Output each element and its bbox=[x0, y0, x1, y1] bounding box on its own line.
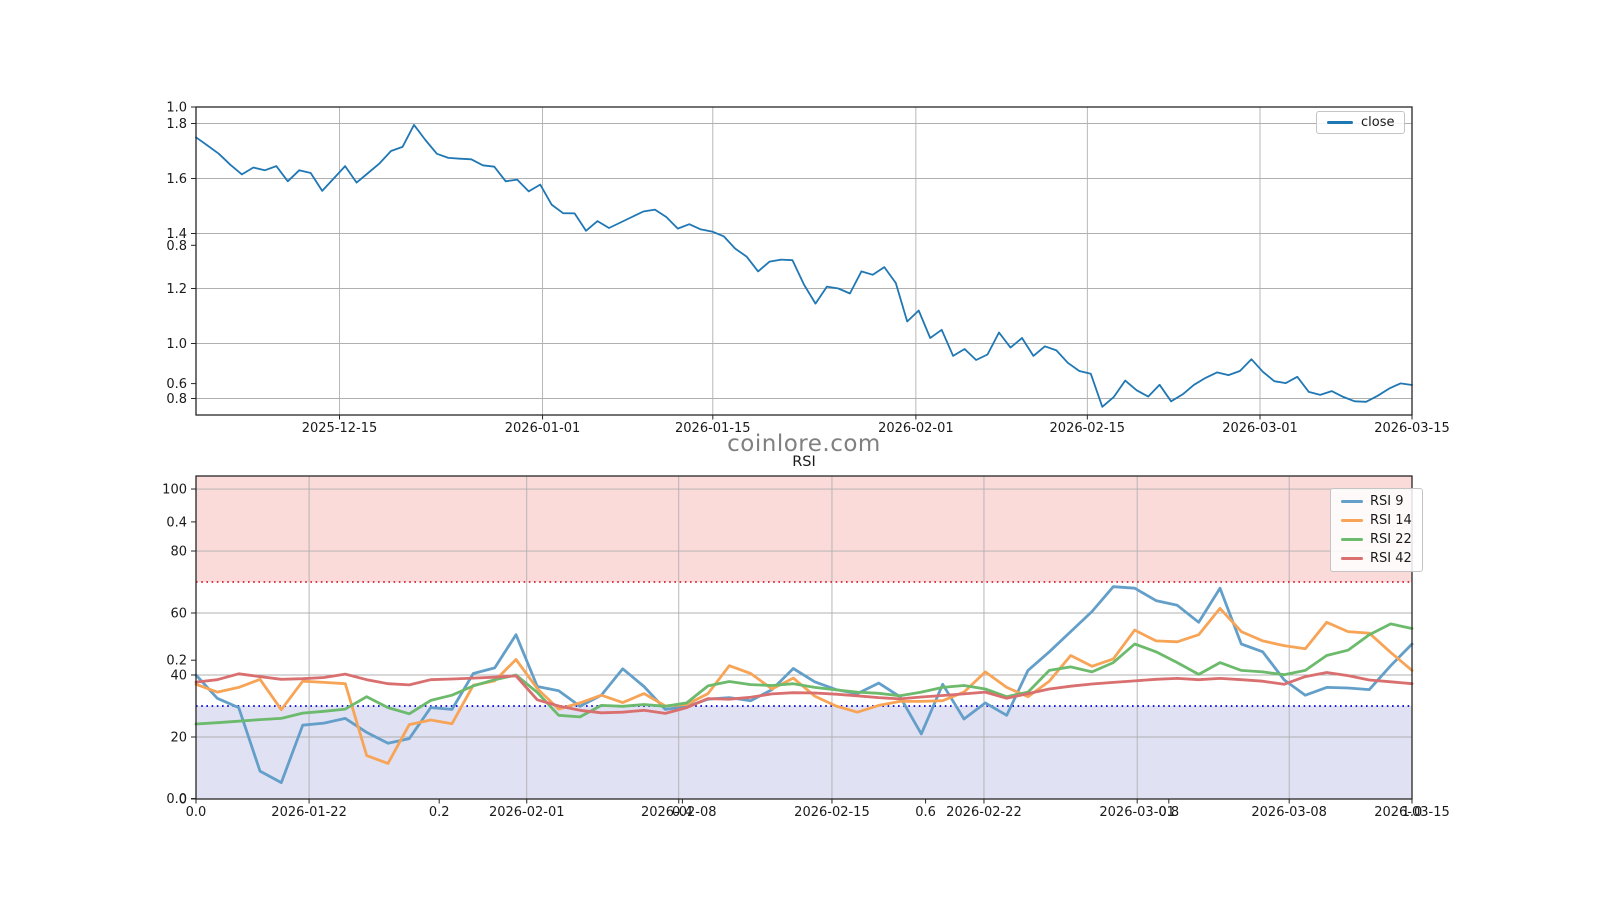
legend-item-rsi-14: RSI 14 bbox=[1341, 514, 1412, 527]
svg-text:2026-03-01: 2026-03-01 bbox=[1222, 421, 1298, 436]
svg-text:80: 80 bbox=[170, 545, 187, 560]
legend-swatch-rsi-22 bbox=[1341, 537, 1363, 542]
svg-text:0.4: 0.4 bbox=[166, 515, 187, 530]
series-rsi-42 bbox=[194, 671, 1414, 715]
price-grid bbox=[196, 107, 1413, 415]
svg-text:2026-03-15: 2026-03-15 bbox=[1374, 421, 1450, 436]
svg-text:1.0: 1.0 bbox=[166, 337, 187, 352]
svg-text:0.8: 0.8 bbox=[166, 239, 187, 254]
svg-text:2026-03-08: 2026-03-08 bbox=[1251, 805, 1327, 820]
legend-close: close bbox=[1316, 111, 1406, 134]
price-tick-labels: 2025-12-15 2026-01-01 2026-01-15 2026-02-01… bbox=[166, 117, 1449, 436]
svg-text:0.0: 0.0 bbox=[186, 805, 207, 820]
legend-item-rsi-22: RSI 22 bbox=[1341, 533, 1412, 546]
legend-item-rsi-9: RSI 9 bbox=[1341, 495, 1404, 508]
svg-text:2026-03-01: 2026-03-01 bbox=[1099, 805, 1175, 820]
ghost-axis: 1.00.80.60.40.20.00.0 0.2 0.4 0.6 0.8 1.0 bbox=[166, 101, 1422, 821]
svg-text:2026-02-01: 2026-02-01 bbox=[878, 421, 954, 436]
svg-text:2026-02-08: 2026-02-08 bbox=[641, 805, 717, 820]
svg-text:0.0: 0.0 bbox=[166, 792, 187, 807]
svg-text:1.2: 1.2 bbox=[166, 282, 187, 297]
series-rsi-14 bbox=[194, 607, 1414, 765]
svg-text:2026-02-22: 2026-02-22 bbox=[946, 805, 1022, 820]
svg-text:1.0: 1.0 bbox=[1402, 805, 1423, 820]
svg-text:0.6: 0.6 bbox=[166, 377, 187, 392]
svg-text:1.6: 1.6 bbox=[166, 172, 187, 187]
legend-swatch-close bbox=[1327, 121, 1353, 124]
price-border bbox=[195, 106, 1413, 416]
svg-text:2026-02-01: 2026-02-01 bbox=[489, 805, 565, 820]
svg-text:0.8: 0.8 bbox=[1158, 805, 1179, 820]
series-close bbox=[195, 124, 1413, 408]
svg-text:0.4: 0.4 bbox=[672, 805, 693, 820]
svg-text:0.8: 0.8 bbox=[166, 392, 187, 407]
svg-text:2026-03-15: 2026-03-15 bbox=[1374, 805, 1450, 820]
legend-label-close: close bbox=[1361, 115, 1395, 130]
legend-label-rsi-42: RSI 42 bbox=[1370, 551, 1412, 566]
svg-text:0.6: 0.6 bbox=[915, 805, 936, 820]
legend-item-rsi-42: RSI 42 bbox=[1341, 552, 1412, 565]
rsi-grid bbox=[196, 476, 1413, 800]
legend-swatch-rsi-42 bbox=[1341, 556, 1363, 561]
svg-text:2026-01-01: 2026-01-01 bbox=[505, 421, 581, 436]
rsi-series bbox=[194, 585, 1414, 784]
svg-text:60: 60 bbox=[170, 607, 187, 622]
svg-text:0.2: 0.2 bbox=[166, 654, 187, 669]
legend-swatch-rsi-14 bbox=[1341, 518, 1363, 523]
svg-text:0.2: 0.2 bbox=[429, 805, 450, 820]
legend-swatch-rsi-9 bbox=[1341, 499, 1363, 504]
legend-label-rsi-22: RSI 22 bbox=[1370, 532, 1412, 547]
rsi-panel bbox=[196, 476, 1412, 799]
svg-text:2026-02-15: 2026-02-15 bbox=[1050, 421, 1126, 436]
rsi-tick-labels: 2026-01-22 2026-02-01 2026-02-08 2026-02-15… bbox=[162, 483, 1450, 820]
rsi-band-oversold bbox=[196, 706, 1412, 799]
svg-text:2026-01-22: 2026-01-22 bbox=[271, 805, 347, 820]
svg-text:20: 20 bbox=[170, 731, 187, 746]
svg-text:2026-01-15: 2026-01-15 bbox=[675, 421, 751, 436]
svg-text:1.8: 1.8 bbox=[166, 117, 187, 132]
watermark: coinlore.com bbox=[727, 431, 881, 457]
svg-text:0: 0 bbox=[179, 793, 187, 808]
svg-text:2026-02-15: 2026-02-15 bbox=[794, 805, 870, 820]
svg-text:100: 100 bbox=[162, 483, 187, 498]
svg-text:1.0: 1.0 bbox=[166, 101, 187, 116]
svg-text:2025-12-15: 2025-12-15 bbox=[302, 421, 378, 436]
series-rsi-9 bbox=[194, 585, 1414, 784]
legend-label-rsi-9: RSI 9 bbox=[1370, 494, 1404, 509]
svg-text:1.4: 1.4 bbox=[166, 227, 187, 242]
series-rsi-22 bbox=[194, 622, 1414, 726]
price-series bbox=[195, 124, 1413, 408]
rsi-band-overbought bbox=[196, 476, 1412, 583]
rsi-border bbox=[195, 475, 1413, 800]
svg-text:40: 40 bbox=[170, 669, 187, 684]
legend-rsi: RSI 9 RSI 14 RSI 22 RSI 42 bbox=[1330, 488, 1423, 572]
rsi-panel-title: RSI bbox=[792, 454, 816, 470]
legend-label-rsi-14: RSI 14 bbox=[1370, 513, 1412, 528]
